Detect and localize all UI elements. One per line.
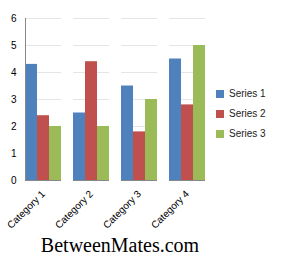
svg-text:Category 2: Category 2: [53, 188, 96, 231]
svg-text:1: 1: [11, 148, 17, 159]
html-text:Series 2: Series 2: [229, 108, 266, 119]
svg-text:Category 1: Category 1: [5, 188, 48, 231]
svg-text:0: 0: [11, 175, 17, 186]
svg-text:3: 3: [11, 94, 17, 105]
html-text:BetweenMates.com: BetweenMates.com: [40, 234, 200, 256]
svg-text:2: 2: [11, 121, 17, 132]
svg-text:Category 4: Category 4: [149, 188, 192, 231]
svg-text:5: 5: [11, 40, 17, 51]
svg-text:Category 3: Category 3: [101, 188, 144, 231]
svg-text:4: 4: [11, 67, 17, 78]
svg-text:6: 6: [11, 13, 17, 24]
html-text:Series 1: Series 1: [229, 88, 266, 99]
html-text:Series 3: Series 3: [229, 128, 266, 139]
